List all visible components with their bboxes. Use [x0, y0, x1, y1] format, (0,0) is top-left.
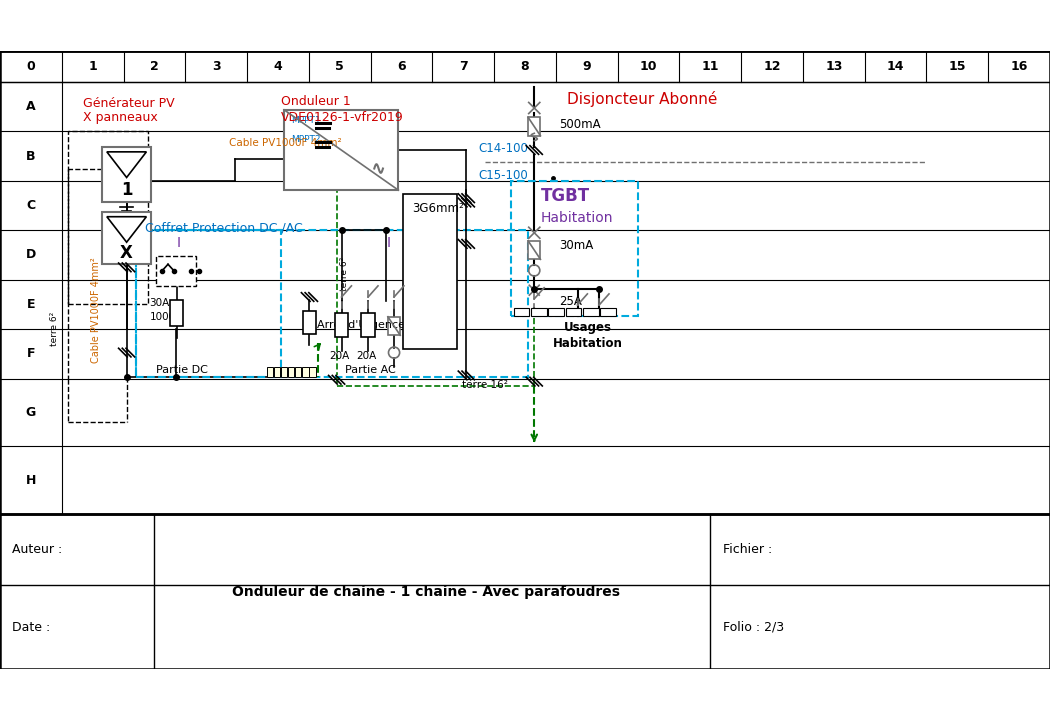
Text: X: X [120, 244, 133, 262]
Bar [281, 366, 288, 377]
Text: 11: 11 [701, 60, 719, 73]
Text: Onduleur 1: Onduleur 1 [281, 95, 351, 108]
Text: Générateur PV: Générateur PV [83, 97, 175, 110]
Text: terre 16²: terre 16² [462, 379, 508, 390]
Text: MPPT2: MPPT2 [292, 135, 321, 144]
Bar [387, 317, 400, 336]
Bar [511, 181, 638, 315]
Text: 6: 6 [397, 60, 405, 73]
Text: Date :: Date : [13, 621, 50, 634]
Bar [302, 310, 316, 334]
Text: Coffret Protection DC /AC: Coffret Protection DC /AC [145, 221, 302, 234]
Bar [302, 366, 309, 377]
Text: I: I [387, 235, 391, 250]
Bar [0, 51, 1050, 514]
Text: 13: 13 [825, 60, 842, 73]
Text: MPPT1: MPPT1 [292, 117, 321, 125]
Bar [0, 514, 1050, 669]
Text: 25A: 25A [559, 294, 582, 308]
Bar [335, 313, 349, 336]
Text: B: B [26, 150, 36, 163]
Text: 14: 14 [887, 60, 904, 73]
Text: 30mA: 30mA [559, 239, 593, 252]
Text: A: A [26, 100, 36, 113]
Text: terre 6²: terre 6² [49, 312, 59, 346]
Text: 7: 7 [459, 60, 467, 73]
Text: C14-100: C14-100 [479, 143, 528, 156]
Bar [528, 240, 541, 259]
Text: 10: 10 [639, 60, 657, 73]
Bar [295, 366, 301, 377]
Text: 15: 15 [948, 60, 966, 73]
Text: F: F [26, 347, 35, 360]
Bar [566, 307, 582, 315]
Text: Habitation: Habitation [541, 211, 613, 225]
Text: Auteur :: Auteur : [13, 544, 63, 557]
Bar [102, 147, 151, 202]
Text: Partie DC: Partie DC [156, 365, 208, 375]
Bar [548, 307, 564, 315]
Text: Folio : 2/3: Folio : 2/3 [722, 621, 783, 634]
Text: VDE0126-1-vfr2019: VDE0126-1-vfr2019 [281, 111, 404, 124]
Bar [135, 230, 528, 377]
Bar [102, 212, 151, 264]
Bar [288, 366, 294, 377]
Text: 4: 4 [274, 60, 282, 73]
Text: terre 6²: terre 6² [339, 256, 349, 291]
Text: 30A: 30A [149, 298, 170, 308]
Bar [601, 307, 615, 315]
Text: 500mA: 500mA [559, 117, 601, 130]
Text: X panneaux: X panneaux [83, 112, 159, 125]
Bar [155, 256, 195, 286]
Text: 5: 5 [335, 60, 344, 73]
Bar [170, 300, 184, 326]
Bar [267, 366, 273, 377]
Text: 2: 2 [150, 60, 159, 73]
Text: 8: 8 [521, 60, 529, 73]
Text: 9: 9 [583, 60, 591, 73]
Text: C15-100: C15-100 [479, 169, 528, 182]
Bar [310, 366, 316, 377]
Bar [531, 307, 547, 315]
Text: Cable PV1000F 4mm²: Cable PV1000F 4mm² [229, 138, 341, 148]
Text: 1000V: 1000V [149, 312, 183, 322]
Bar [361, 313, 375, 336]
Text: 3G6mm²: 3G6mm² [413, 202, 464, 215]
Text: D: D [26, 248, 36, 261]
Text: TGBT: TGBT [541, 187, 589, 205]
Text: Habitation: Habitation [553, 337, 623, 350]
Text: 0: 0 [26, 60, 36, 73]
Text: 1: 1 [121, 181, 132, 199]
Bar [135, 230, 281, 377]
Text: I: I [177, 235, 181, 250]
Text: G: G [26, 406, 36, 419]
Bar [274, 366, 280, 377]
Text: Disjoncteur Abonné: Disjoncteur Abonné [567, 91, 717, 107]
Text: Cable PV1000F 4mm²: Cable PV1000F 4mm² [90, 258, 101, 364]
Text: E: E [26, 298, 35, 311]
Text: 12: 12 [763, 60, 781, 73]
Text: Onduleur de chaine - 1 chaine - Avec parafoudres: Onduleur de chaine - 1 chaine - Avec par… [232, 585, 621, 598]
Text: 3: 3 [212, 60, 220, 73]
Text: Arret d'Urgence: Arret d'Urgence [317, 320, 405, 330]
Text: Fichier :: Fichier : [722, 544, 772, 557]
Text: 16: 16 [1010, 60, 1028, 73]
Bar [528, 117, 541, 136]
Bar [68, 132, 148, 305]
Text: 1: 1 [88, 60, 97, 73]
Text: 30mA: 30mA [408, 321, 439, 331]
Text: 20A: 20A [330, 351, 350, 361]
Text: 20A: 20A [356, 351, 376, 361]
Text: H: H [25, 474, 36, 487]
Bar [583, 307, 598, 315]
Bar [403, 194, 457, 349]
Text: Usages: Usages [564, 321, 612, 334]
Bar [285, 110, 398, 190]
Text: Partie AC: Partie AC [345, 365, 396, 375]
Text: C: C [26, 199, 36, 212]
Bar [513, 307, 529, 315]
